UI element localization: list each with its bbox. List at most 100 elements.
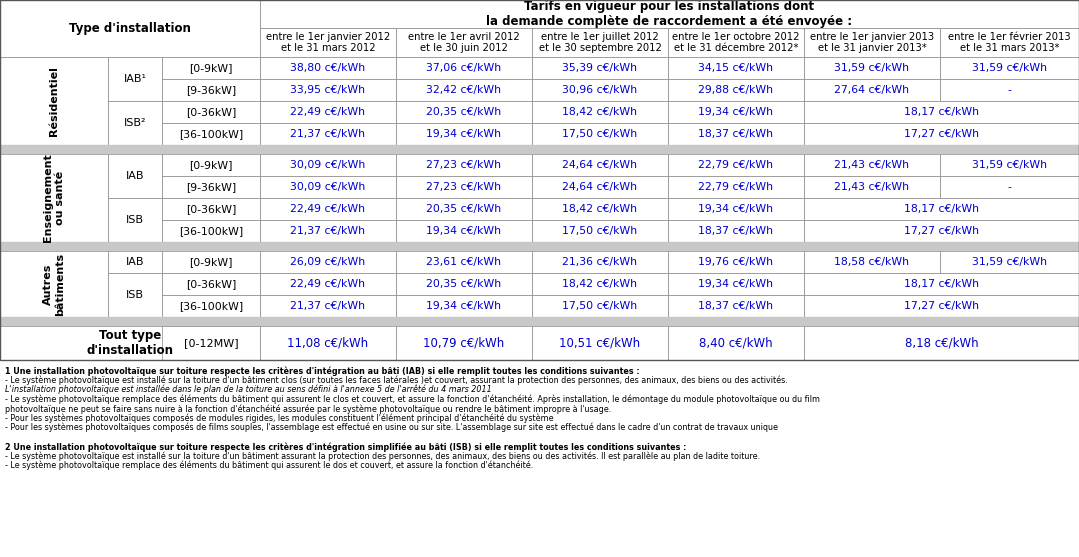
Bar <box>804 57 940 79</box>
Text: Type d'installation: Type d'installation <box>69 22 191 35</box>
Text: 18,42 c€/kWh: 18,42 c€/kWh <box>562 204 638 214</box>
Bar <box>532 176 668 198</box>
Text: 17,27 c€/kWh: 17,27 c€/kWh <box>904 129 979 139</box>
Text: 31,59 c€/kWh: 31,59 c€/kWh <box>972 257 1047 267</box>
Text: 8,18 c€/kWh: 8,18 c€/kWh <box>904 336 979 349</box>
Bar <box>532 101 668 123</box>
Bar <box>108 154 162 198</box>
Text: 10,79 c€/kWh: 10,79 c€/kWh <box>423 336 505 349</box>
Text: IAB¹: IAB¹ <box>123 74 147 84</box>
Bar <box>804 28 940 57</box>
Text: entre le 1er février 2013
et le 31 mars 2013*: entre le 1er février 2013 et le 31 mars … <box>948 32 1070 53</box>
Bar <box>260 198 396 220</box>
Text: [36-100kW]: [36-100kW] <box>179 129 243 139</box>
Text: [0-36kW]: [0-36kW] <box>186 107 236 117</box>
Bar <box>0 154 108 242</box>
Bar <box>260 326 396 360</box>
Text: 20,35 c€/kWh: 20,35 c€/kWh <box>426 204 502 214</box>
Text: 18,42 c€/kWh: 18,42 c€/kWh <box>562 279 638 289</box>
Text: 38,80 c€/kWh: 38,80 c€/kWh <box>290 63 366 73</box>
Bar <box>396 198 532 220</box>
Bar <box>532 326 668 360</box>
Text: [0-9kW]: [0-9kW] <box>189 160 233 170</box>
Text: - Pour les systèmes photovoltaïques composés de films souples, l'assemblage est : - Pour les systèmes photovoltaïques comp… <box>5 423 778 432</box>
Bar <box>804 326 1079 360</box>
Bar <box>396 28 532 57</box>
Bar <box>532 28 668 57</box>
Text: [0-9kW]: [0-9kW] <box>189 257 233 267</box>
Text: [0-36kW]: [0-36kW] <box>186 279 236 289</box>
Bar <box>396 123 532 145</box>
Bar <box>940 79 1079 101</box>
Bar <box>668 273 804 295</box>
Text: Tout type
d'installation: Tout type d'installation <box>86 329 174 357</box>
Text: 18,37 c€/kWh: 18,37 c€/kWh <box>698 129 774 139</box>
Text: - Le système photovoltaïque est installé sur la toiture d'un bâtiment clos (sur : - Le système photovoltaïque est installé… <box>5 375 788 385</box>
Bar <box>162 198 260 220</box>
Text: 22,79 c€/kWh: 22,79 c€/kWh <box>698 160 774 170</box>
Text: [9-36kW]: [9-36kW] <box>186 182 236 192</box>
Bar <box>532 220 668 242</box>
Text: - Pour les systèmes photovoltaïques composés de modules rigides, les modules con: - Pour les systèmes photovoltaïques comp… <box>5 413 554 423</box>
Bar <box>396 79 532 101</box>
Text: 8,40 c€/kWh: 8,40 c€/kWh <box>699 336 773 349</box>
Text: 18,37 c€/kWh: 18,37 c€/kWh <box>698 226 774 236</box>
Bar <box>162 273 260 295</box>
Bar <box>396 273 532 295</box>
Bar <box>804 198 1079 220</box>
Text: Autres
bâtiments: Autres bâtiments <box>43 252 65 316</box>
Text: L'installation photovoltaïque est installée dans le plan de la toiture au sens d: L'installation photovoltaïque est instal… <box>5 385 492 394</box>
Text: 19,34 c€/kWh: 19,34 c€/kWh <box>426 129 502 139</box>
Bar <box>0 57 108 145</box>
Bar <box>940 176 1079 198</box>
Text: ISB: ISB <box>126 215 144 225</box>
Text: [0-9kW]: [0-9kW] <box>189 63 233 73</box>
Bar <box>532 123 668 145</box>
Bar <box>396 220 532 242</box>
Text: - Le système photovoltaïque est installé sur la toiture d'un bâtiment assurant l: - Le système photovoltaïque est installé… <box>5 452 760 461</box>
Bar <box>162 154 260 176</box>
Text: 19,34 c€/kWh: 19,34 c€/kWh <box>698 279 774 289</box>
Bar <box>260 28 396 57</box>
Bar <box>668 295 804 317</box>
Text: 18,17 c€/kWh: 18,17 c€/kWh <box>904 204 979 214</box>
Bar <box>668 57 804 79</box>
Bar <box>162 123 260 145</box>
Text: entre le 1er janvier 2012
et le 31 mars 2012: entre le 1er janvier 2012 et le 31 mars … <box>265 32 391 53</box>
Bar <box>162 326 260 360</box>
Text: entre le 1er avril 2012
et le 30 juin 2012: entre le 1er avril 2012 et le 30 juin 20… <box>408 32 520 53</box>
Bar <box>532 273 668 295</box>
Bar <box>396 326 532 360</box>
Bar <box>260 101 396 123</box>
Text: 21,37 c€/kWh: 21,37 c€/kWh <box>290 226 366 236</box>
Text: ISB: ISB <box>126 290 144 300</box>
Text: 18,17 c€/kWh: 18,17 c€/kWh <box>904 107 979 117</box>
Text: 19,76 c€/kWh: 19,76 c€/kWh <box>698 257 774 267</box>
Bar <box>804 295 1079 317</box>
Bar <box>668 123 804 145</box>
Text: 24,64 c€/kWh: 24,64 c€/kWh <box>562 160 638 170</box>
Text: 34,15 c€/kWh: 34,15 c€/kWh <box>698 63 774 73</box>
Text: 21,36 c€/kWh: 21,36 c€/kWh <box>562 257 638 267</box>
Bar <box>940 154 1079 176</box>
Text: - Le système photovoltaïque remplace des éléments du bâtiment qui assurent le do: - Le système photovoltaïque remplace des… <box>5 461 533 471</box>
Bar <box>0 0 1079 360</box>
Bar <box>396 154 532 176</box>
Text: 20,35 c€/kWh: 20,35 c€/kWh <box>426 279 502 289</box>
Bar <box>108 57 162 101</box>
Bar <box>532 198 668 220</box>
Bar <box>804 251 940 273</box>
Bar <box>108 251 162 273</box>
Text: 21,37 c€/kWh: 21,37 c€/kWh <box>290 129 366 139</box>
Text: 17,50 c€/kWh: 17,50 c€/kWh <box>562 226 638 236</box>
Text: 29,88 c€/kWh: 29,88 c€/kWh <box>698 85 774 95</box>
Bar <box>260 273 396 295</box>
Text: 17,50 c€/kWh: 17,50 c€/kWh <box>562 301 638 311</box>
Text: 18,42 c€/kWh: 18,42 c€/kWh <box>562 107 638 117</box>
Bar <box>108 198 162 242</box>
Text: -: - <box>1008 182 1011 192</box>
Bar <box>0 145 1079 154</box>
Text: 17,50 c€/kWh: 17,50 c€/kWh <box>562 129 638 139</box>
Bar <box>260 57 396 79</box>
Bar <box>0 251 108 317</box>
